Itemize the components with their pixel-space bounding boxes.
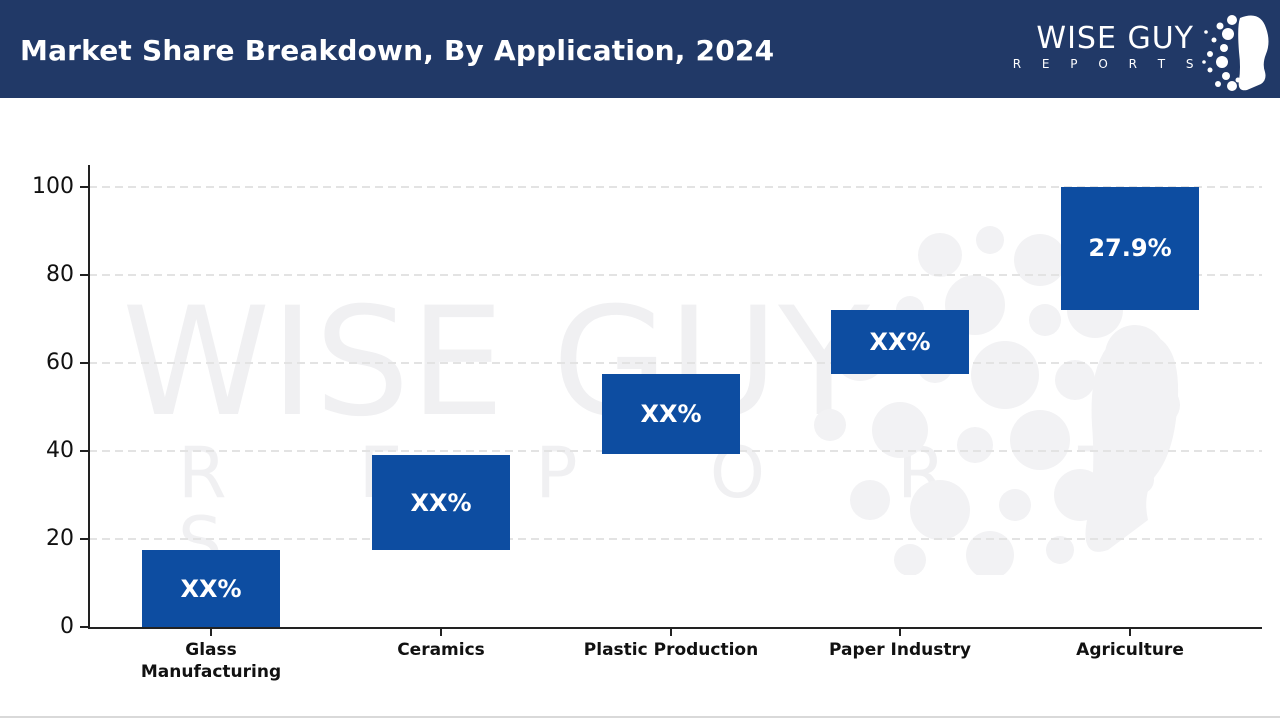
bar-segment: XX% (602, 374, 740, 455)
bar-value-label: XX% (410, 488, 472, 517)
y-axis-tick (80, 362, 89, 364)
bar-segment: XX% (142, 550, 280, 627)
x-axis-category-label: Ceramics (397, 640, 485, 660)
x-axis-tick (670, 629, 672, 636)
y-axis-tick (80, 274, 89, 276)
bar-segment: 27.9% (1061, 187, 1199, 310)
x-axis-category-label: Agriculture (1076, 640, 1184, 660)
y-axis-tick (80, 626, 89, 628)
y-axis-tick (80, 538, 89, 540)
header-bar: Market Share Breakdown, By Application, … (0, 0, 1280, 98)
gridline (89, 186, 1262, 188)
x-axis-tick (440, 629, 442, 636)
gridline (89, 274, 1262, 276)
bar-segment: XX% (831, 309, 969, 374)
footer-divider (0, 716, 1280, 718)
y-axis-tick-label: 20 (46, 526, 74, 551)
x-axis-tick (899, 629, 901, 636)
logo-text: WISE GUY R E P O R T S (1013, 22, 1194, 71)
x-axis-tick (210, 629, 212, 636)
y-axis-tick (80, 450, 89, 452)
bar-segment: XX% (372, 455, 510, 550)
x-axis-category-label: Plastic Production (583, 640, 759, 660)
x-axis-category-label: Glass Manufacturing (140, 640, 282, 683)
bar-value-label: 27.9% (1088, 234, 1172, 263)
y-axis-tick (80, 186, 89, 188)
y-axis-tick-label: 0 (60, 614, 74, 639)
y-axis-spine (88, 165, 90, 629)
y-axis-tick-label: 100 (32, 174, 74, 199)
logo-reports-label: R E P O R T S (1012, 57, 1202, 71)
bar-value-label: XX% (869, 327, 931, 356)
gridline (89, 362, 1262, 364)
bar-value-label: XX% (180, 574, 242, 603)
logo-wiseguy-label: WISE GUY (1036, 21, 1194, 56)
x-axis-category-label: Paper Industry (829, 640, 971, 660)
x-axis-spine (88, 627, 1262, 629)
gridline (89, 538, 1262, 540)
bar-value-label: XX% (640, 400, 702, 429)
wiseguy-logo: WISE GUY R E P O R T S (1012, 8, 1272, 92)
x-axis-tick (1129, 629, 1131, 636)
page-title: Market Share Breakdown, By Application, … (20, 34, 775, 67)
y-axis-tick-label: 40 (46, 438, 74, 463)
y-axis-tick-label: 60 (46, 350, 74, 375)
face-logo-icon (1202, 15, 1269, 91)
y-axis-tick-label: 80 (46, 262, 74, 287)
